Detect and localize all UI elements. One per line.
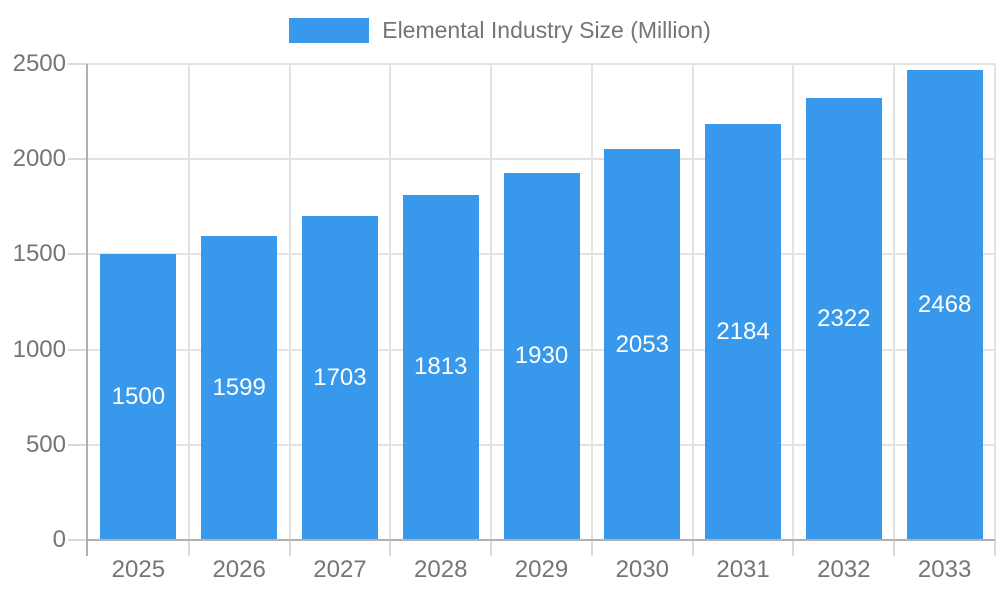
y-gridline [88,158,995,161]
x-gridline [288,64,291,540]
y-tick [68,253,88,256]
x-tick [389,540,392,556]
y-tick [68,443,88,446]
bar-2025[interactable]: 1500 [100,254,177,540]
x-tick-label: 2029 [514,556,569,583]
bar-2029[interactable]: 1930 [503,172,580,540]
y-tick [68,158,88,161]
bar-value-label: 1813 [414,353,468,381]
x-tick [490,540,493,556]
x-gridline [187,64,190,540]
x-tick-label: 2027 [313,556,367,583]
x-tick [288,540,291,556]
y-tick-label: 0 [52,526,66,553]
x-tick-label: 2028 [414,556,468,583]
y-gridline [88,63,995,65]
bar-value-label: 1703 [313,363,367,391]
y-tick-label: 2000 [12,145,66,173]
x-gridline [691,64,694,540]
x-tick-label: 2026 [212,556,266,583]
bar-value-label: 2322 [817,304,871,332]
x-gridline [490,64,493,540]
y-axis-line [86,64,88,556]
bar-value-label: 2053 [615,330,669,358]
x-tick [792,540,795,556]
bar-value-label: 2468 [917,291,972,319]
x-gridline [994,64,996,540]
x-tick [994,540,996,556]
y-tick [68,348,88,351]
bar-value-label: 1500 [111,383,166,411]
bar-2026[interactable]: 1599 [201,235,278,540]
y-tick-label: 500 [25,430,66,458]
x-tick-label: 2032 [817,556,871,583]
x-tick [187,540,190,556]
bar-2030[interactable]: 2053 [604,149,681,540]
chart-legend[interactable]: Elemental Industry Size (Million) [0,17,1000,44]
x-tick [691,540,694,556]
bar-value-label: 1599 [212,373,266,401]
legend-label: Elemental Industry Size (Million) [382,17,711,43]
bar-2031[interactable]: 2184 [705,124,782,540]
bar-value-label: 1930 [514,342,569,370]
y-tick [68,63,88,65]
x-tick [893,540,896,556]
x-gridline [590,64,593,540]
x-tick-label: 2031 [716,556,770,583]
x-axis-line [86,539,995,541]
bar-2027[interactable]: 1703 [301,215,378,540]
x-tick-label: 2033 [917,556,972,583]
y-tick-label: 2500 [12,50,66,77]
y-tick-label: 1500 [12,240,66,268]
x-gridline [389,64,392,540]
x-tick-label: 2025 [111,556,166,583]
x-tick [590,540,593,556]
bar-2033[interactable]: 2468 [906,70,983,540]
x-gridline [792,64,795,540]
y-tick-label: 1000 [12,335,66,363]
y-tick [68,539,88,541]
bar-2032[interactable]: 2322 [805,97,882,540]
bar-2028[interactable]: 1813 [402,194,479,540]
x-gridline [893,64,896,540]
legend-swatch [289,18,370,43]
x-tick-label: 2030 [615,556,669,583]
bar-value-label: 2184 [716,318,770,346]
